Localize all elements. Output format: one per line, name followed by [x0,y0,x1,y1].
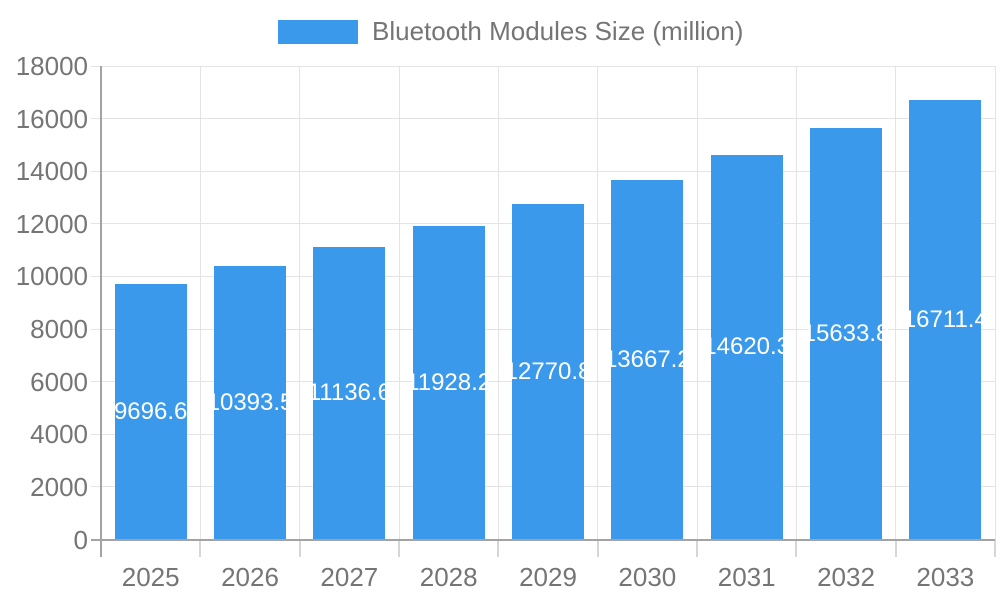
bar-value-label: 11928.2 [406,368,492,396]
bar-2032[interactable] [810,128,882,540]
bar-2026[interactable] [214,266,286,540]
x-tick-label: 2025 [121,562,180,592]
bar-value-label: 15633.8 [802,319,890,347]
v-gridline [696,66,698,540]
bar-value-label: 13667.2 [603,345,691,373]
x-tick-label: 2029 [519,562,577,592]
x-tick-label: 2031 [717,562,776,592]
x-axis-tick [596,539,599,557]
x-axis-tick [696,539,698,557]
v-gridline [597,66,599,540]
bar-2033[interactable] [909,99,982,540]
x-axis-tick [795,539,798,557]
v-gridline [497,66,499,540]
bar-2028[interactable] [412,225,485,540]
x-axis-tick [199,539,202,557]
y-tick-label: 10000 [15,261,88,292]
v-gridline [795,66,797,540]
bar-value-label: 16711.4 [902,305,988,333]
x-axis-tick [398,539,400,557]
y-tick-label: 2000 [30,471,88,502]
v-gridline [299,66,301,540]
legend-item[interactable]: Bluetooth Modules Size (million) [278,16,743,47]
x-axis-tick [894,539,897,557]
bar-2029[interactable] [512,203,584,540]
h-gridline [91,118,995,120]
v-gridline [199,66,201,540]
legend-swatch [278,19,358,44]
bar-2030[interactable] [611,179,684,540]
x-tick-label: 2027 [320,562,379,592]
h-gridline [91,170,995,172]
x-axis-line [91,538,995,541]
v-gridline [994,66,996,540]
x-tick-label: 2033 [916,562,975,592]
x-axis-tick [497,539,500,557]
y-tick-label: 16000 [15,103,88,134]
x-axis-tick [298,539,301,557]
y-tick-label: 12000 [15,208,88,239]
x-tick-label: 2030 [618,562,677,592]
bar-value-label: 11136.6 [307,379,391,407]
bar-value-label: 12770.8 [504,357,592,385]
y-tick-label: 14000 [15,156,88,187]
x-tick-label: 2032 [817,562,875,592]
y-tick-label: 4000 [30,419,88,450]
bar-2025[interactable] [114,284,187,540]
y-tick-label: 6000 [30,366,88,397]
legend-label: Bluetooth Modules Size (million) [372,16,744,46]
y-axis-line [100,66,102,557]
y-tick-label: 0 [73,524,88,555]
bar-value-label: 14620.3 [703,333,791,361]
bar-value-label: 9696.6 [113,397,188,425]
x-tick-label: 2026 [221,562,279,592]
y-tick-label: 18000 [15,51,88,81]
bar-value-label: 10393.5 [206,388,294,416]
v-gridline [398,66,400,540]
y-tick-label: 8000 [30,314,88,345]
v-gridline [895,66,897,540]
h-gridline [91,65,995,67]
x-tick-label: 2028 [419,562,478,592]
bar-2027[interactable] [313,246,386,540]
x-axis-tick [994,539,996,557]
bar-2031[interactable] [710,154,783,540]
